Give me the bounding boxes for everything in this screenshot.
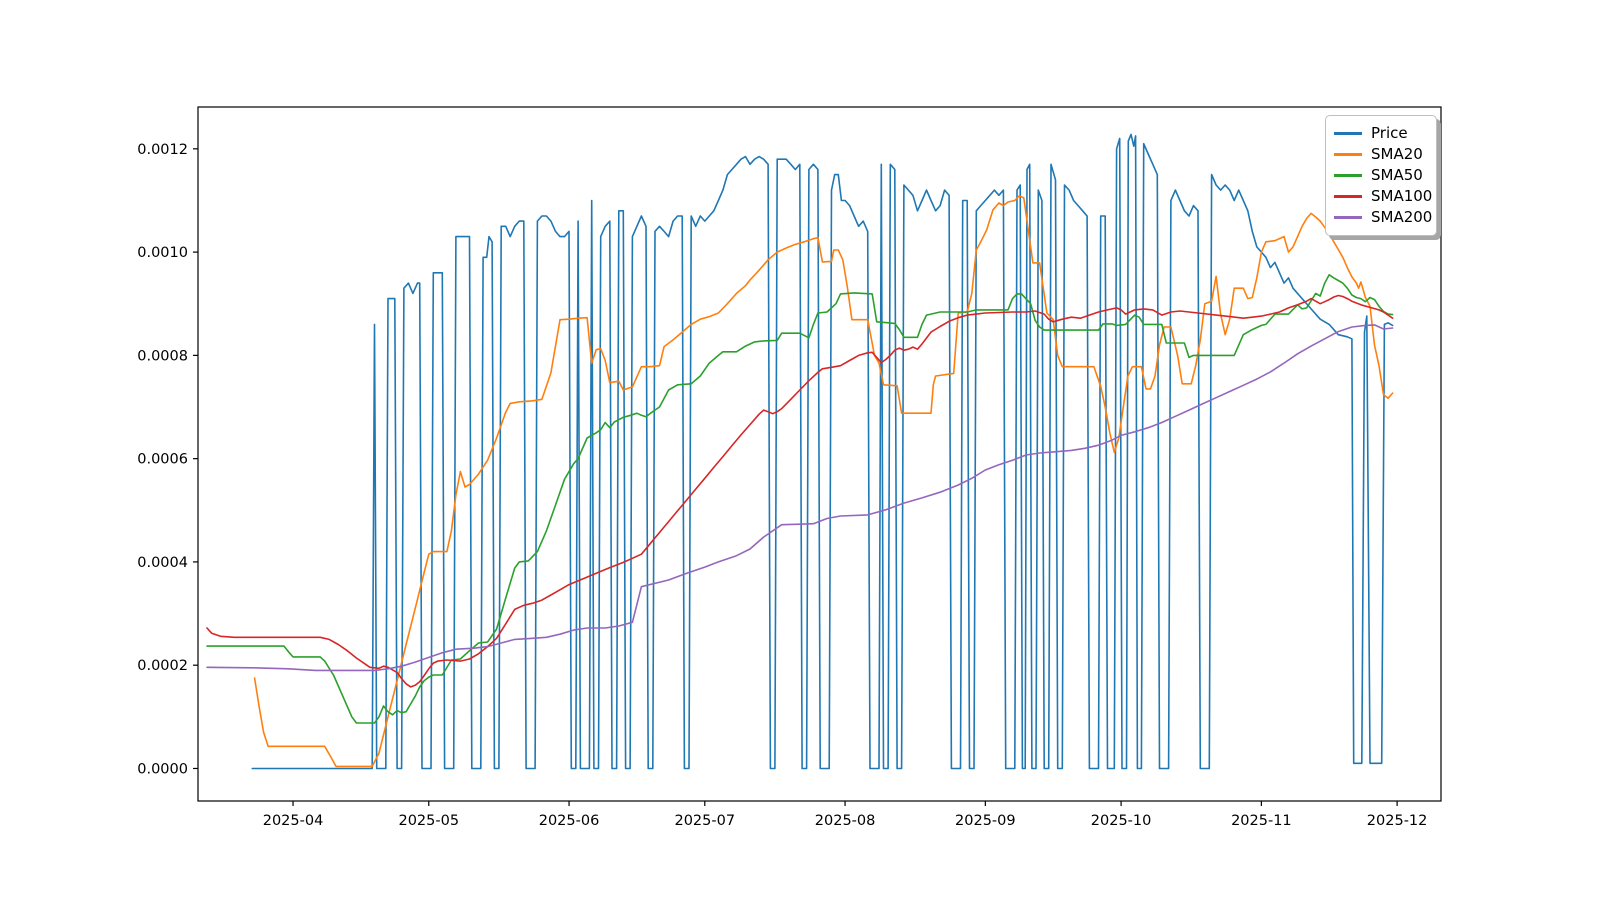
legend-label: SMA20: [1371, 145, 1423, 163]
sma200-line-swatch: [1334, 216, 1362, 219]
x-tick-label: 2025-08: [815, 813, 876, 829]
y-tick-label: 0.0002: [137, 658, 188, 674]
y-tick-label: 0.0008: [137, 348, 188, 364]
y-tick-label: 0.0000: [137, 761, 188, 777]
plot-border: [197, 106, 1442, 802]
series-line-sma20: [253, 195, 1394, 768]
legend-item-price: Price: [1334, 123, 1427, 144]
sma50-line-swatch: [1334, 174, 1362, 177]
legend-item-sma20: SMA20: [1334, 144, 1427, 165]
y-axis: 0.0000 0.0002 0.0004 0.0006 0.0008 0.0010 0.00…: [137, 142, 198, 777]
x-tick-label: 2025-05: [398, 813, 459, 829]
x-tick-label: 2025-12: [1367, 813, 1428, 829]
x-axis: 2025-04 2025-05 2025-06 2025-07 2025-08 2025-…: [263, 801, 1428, 829]
y-tick-label: 0.0004: [137, 555, 188, 571]
series-line-price: [251, 133, 1394, 770]
x-tick-label: 2025-07: [674, 813, 735, 829]
series-line-sma100: [206, 294, 1394, 688]
sma20-line-swatch: [1334, 153, 1362, 156]
series-line-sma50: [206, 273, 1394, 724]
legend-label: SMA200: [1371, 208, 1433, 226]
legend-item-sma200: SMA200: [1334, 207, 1432, 228]
legend-item-sma50: SMA50: [1334, 165, 1427, 186]
sma100-line-swatch: [1334, 195, 1362, 198]
x-tick-label: 2025-04: [263, 813, 324, 829]
series-lines: [206, 133, 1394, 770]
y-tick-label: 0.0006: [137, 452, 188, 468]
series-line-sma200: [206, 324, 1394, 672]
legend-item-sma100: SMA100: [1334, 186, 1432, 207]
x-tick-label: 2025-06: [539, 813, 600, 829]
x-tick-label: 2025-10: [1091, 813, 1152, 829]
x-tick-label: 2025-09: [955, 813, 1016, 829]
legend: Price SMA20 SMA50 SMA100 SMA200: [1325, 115, 1437, 236]
y-tick-label: 0.0012: [137, 142, 188, 158]
y-tick-label: 0.0010: [137, 245, 188, 261]
legend-label: SMA100: [1371, 187, 1433, 205]
legend-label: SMA50: [1371, 166, 1423, 184]
legend-label: Price: [1371, 124, 1408, 142]
x-tick-label: 2025-11: [1231, 813, 1292, 829]
price-line-swatch: [1334, 132, 1362, 135]
